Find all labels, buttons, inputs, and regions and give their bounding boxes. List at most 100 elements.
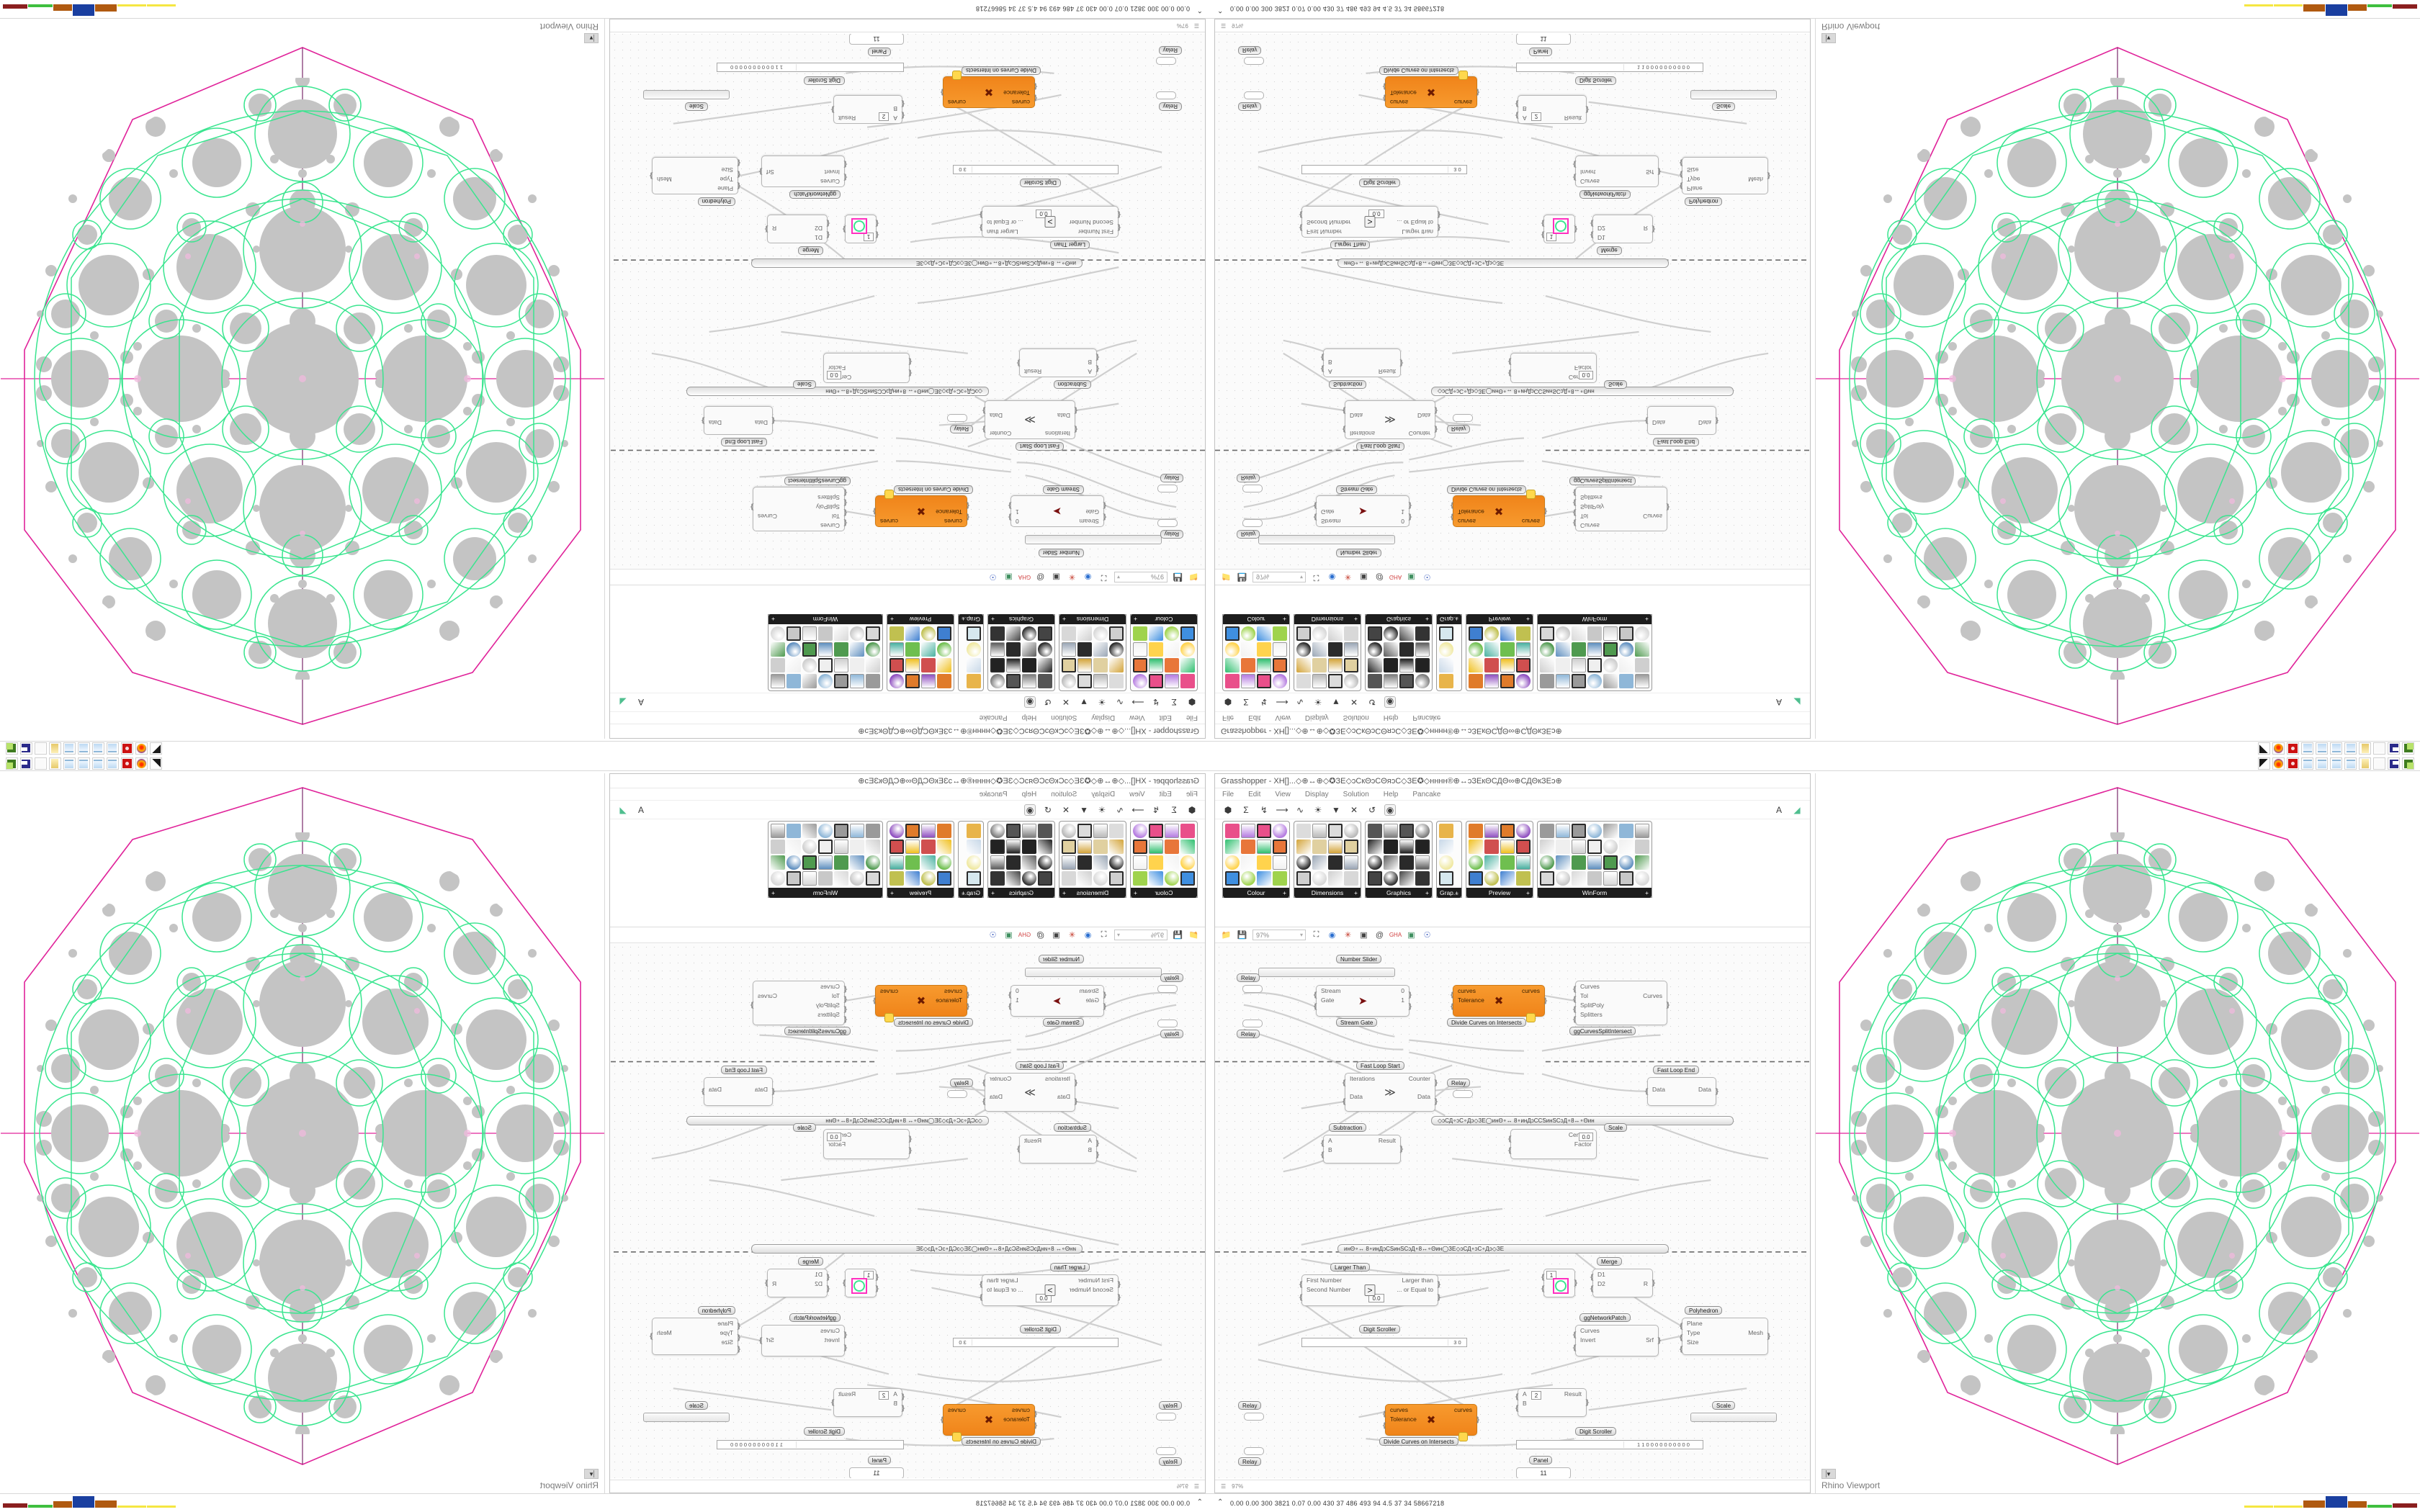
leaf-icon[interactable]: ◢ <box>619 697 627 708</box>
save-icon[interactable]: 💾 <box>1173 931 1183 940</box>
relay-node[interactable] <box>1157 985 1178 993</box>
pancake-icon[interactable]: ▣ <box>1407 931 1415 940</box>
cluster-icon[interactable]: ▣ <box>1052 931 1060 940</box>
obfuscated-bar-2[interactable]: инΘ∘↔ 8∘инДɔСЅинЅСɔД∘8↔∘Θин◯ЗЕ◇ɔСД∘ɔС∘Дɔ… <box>751 1244 1083 1254</box>
palette-component-icon[interactable] <box>1093 871 1108 886</box>
palette-component-icon[interactable] <box>1257 855 1271 870</box>
search-icon[interactable]: ☉ <box>1423 572 1431 581</box>
palette-component-icon[interactable] <box>1439 658 1453 672</box>
palette-component-icon[interactable] <box>1384 824 1398 838</box>
digit-scroller[interactable]: 1 1 0 0 0 0 0 0 0 0 0 0 <box>717 63 904 72</box>
palette-component-icon[interactable] <box>1344 840 1358 854</box>
palette-component-icon[interactable] <box>1062 674 1076 688</box>
fit-view-icon[interactable]: ⛶ <box>1313 573 1319 582</box>
palette-component-icon[interactable] <box>786 658 802 672</box>
palette-component-icon[interactable] <box>850 871 865 886</box>
palette-component-icon[interactable] <box>967 824 981 838</box>
component-fast-loop-end[interactable]: ❴ ❵ Data Data <box>1644 406 1720 435</box>
menu-item-solution[interactable]: Solution <box>1343 790 1369 798</box>
palette-group[interactable]: WinForm <box>1536 821 1652 898</box>
palette-component-icon[interactable] <box>1634 871 1649 886</box>
canvas-toolbar[interactable]: 📁 💾 97% ⛶ ◉ ✳ ▣ @ GHA ▣ ☉ <box>610 569 1205 585</box>
palette-component-icon[interactable] <box>937 840 952 854</box>
menu-item-view[interactable]: View <box>1275 714 1291 722</box>
palette-component-icon[interactable] <box>1368 855 1382 870</box>
canvas-toolbar[interactable]: 📁 💾 97% ⛶ ◉ ✳ ▣ @ GHA ▣ ☉ <box>1215 569 1810 585</box>
digit-cell[interactable]: 1 1 0 0 0 0 0 0 0 0 0 0 <box>1623 1441 1703 1448</box>
palette-component-icon[interactable] <box>1344 871 1358 886</box>
blank-icon[interactable] <box>2373 757 2385 770</box>
palette-component-icon[interactable] <box>1500 642 1515 657</box>
gha-icon[interactable]: GHA <box>1389 932 1402 938</box>
component-fast-loop-start[interactable]: ❴ ❴ ❵ ❵ Iterations Counter Data Data ≫ <box>1341 400 1439 439</box>
palette-component-icon[interactable] <box>850 642 865 657</box>
component-colour-param[interactable]: ❴ ❴ ❵ 1 <box>841 215 880 243</box>
palette-component-icon[interactable] <box>990 840 1005 854</box>
surface-icon[interactable]: ☀ <box>1098 804 1106 815</box>
palette-group[interactable]: Grap... <box>958 614 984 691</box>
palette-component-icon[interactable] <box>1415 871 1430 886</box>
palette-component-icon[interactable] <box>1109 626 1124 641</box>
palette-component-icon[interactable] <box>1225 824 1240 838</box>
search-icon[interactable]: ☉ <box>1423 931 1431 940</box>
palette-component-icon[interactable] <box>1312 658 1327 672</box>
palette-component-icon[interactable] <box>1296 642 1311 657</box>
palette-component-icon[interactable] <box>1368 642 1382 657</box>
palette-component-icon[interactable] <box>1484 840 1499 854</box>
preview-eye-icon[interactable]: ◉ <box>1024 804 1036 816</box>
folder-icon[interactable] <box>2359 757 2371 770</box>
viewport-menu-button[interactable]: ▼ <box>1821 33 1836 43</box>
palette-group[interactable]: Colour <box>1130 821 1198 898</box>
digit-scroller[interactable]: 3 0 <box>953 165 1119 174</box>
palette-component-icon[interactable] <box>1296 626 1311 641</box>
window-icon[interactable] <box>2316 757 2328 770</box>
menu-item-help[interactable]: Help <box>1021 790 1037 798</box>
component-subtraction[interactable]: ❴ ❴ ❵ A Result B <box>1016 348 1101 377</box>
menu-item-display[interactable]: Display <box>1091 714 1116 722</box>
arrow-icon[interactable]: ⟶ <box>1131 804 1144 815</box>
palette-component-icon[interactable] <box>1484 871 1499 886</box>
palette-component-icon[interactable] <box>937 626 952 641</box>
surface-icon[interactable]: ☀ <box>1314 697 1322 708</box>
surface-icon[interactable]: ☀ <box>1314 804 1322 815</box>
palette-component-icon[interactable] <box>834 626 849 641</box>
palette-component-icon[interactable] <box>1022 871 1036 886</box>
component-geometry[interactable]: ❴ ❴ Center x Factor 0.0 <box>823 353 913 383</box>
fit-view-icon[interactable]: ⛶ <box>1101 930 1107 939</box>
palette-group[interactable]: Grap... <box>1436 821 1462 898</box>
digit-cell[interactable]: 1 1 0 0 0 0 0 0 0 0 0 0 <box>717 1441 797 1448</box>
palette-component-icon[interactable] <box>1165 824 1179 838</box>
window-icon[interactable] <box>92 742 104 755</box>
arrow-icon[interactable]: ⟶ <box>1276 697 1289 708</box>
palette-component-icon[interactable] <box>1225 871 1240 886</box>
component-fast-loop-end[interactable]: ❴ ❵ Data Data <box>1644 1077 1720 1106</box>
palette-component-icon[interactable] <box>1006 855 1021 870</box>
palette-component-icon[interactable] <box>1603 871 1618 886</box>
palette-component-icon[interactable] <box>967 674 981 688</box>
palette-component-icon[interactable] <box>1439 840 1453 854</box>
palette-component-icon[interactable] <box>1399 840 1414 854</box>
palette-component-icon[interactable] <box>1368 871 1382 886</box>
shell-icon[interactable] <box>2258 742 2270 755</box>
menu-item-edit[interactable]: Edit <box>1159 790 1172 798</box>
palette-component-icon[interactable] <box>1618 658 1634 672</box>
palette-component-icon[interactable] <box>1038 674 1052 688</box>
palette-component-icon[interactable] <box>1296 855 1311 870</box>
window-icon[interactable] <box>2330 742 2342 755</box>
palette-group-tab[interactable]: Colour <box>1131 888 1197 898</box>
palette-component-icon[interactable] <box>1133 674 1147 688</box>
search-icon[interactable]: ☉ <box>989 572 997 581</box>
palette-group-tab[interactable]: Colour <box>1223 614 1289 624</box>
palette-component-icon[interactable] <box>1515 824 1531 838</box>
save-icon[interactable] <box>2388 742 2400 755</box>
component-exponent[interactable]: ❴ ❴ ❵ A Result B 2 <box>1514 1388 1590 1417</box>
palette-component-icon[interactable] <box>1328 840 1343 854</box>
palette-component-icon[interactable] <box>1133 658 1147 672</box>
palette-group[interactable]: WinForm <box>768 614 884 691</box>
palette-group[interactable]: Dimensions <box>1059 614 1126 691</box>
palette-component-icon[interactable] <box>850 658 865 672</box>
component-exponent[interactable]: ❴ ❴ ❵ A Result B 2 <box>830 95 906 124</box>
grasshopper-canvas[interactable]: ◇ɔСД∘ɔС∘Дɔ◇ЗЕ◯инΘ∘↔ 8∘инДɔССЅинЅСɔД∘8↔∘Θ… <box>1215 34 1810 569</box>
zoom-level-input[interactable]: 97% <box>1252 572 1306 582</box>
palette-component-icon[interactable] <box>1328 855 1343 870</box>
